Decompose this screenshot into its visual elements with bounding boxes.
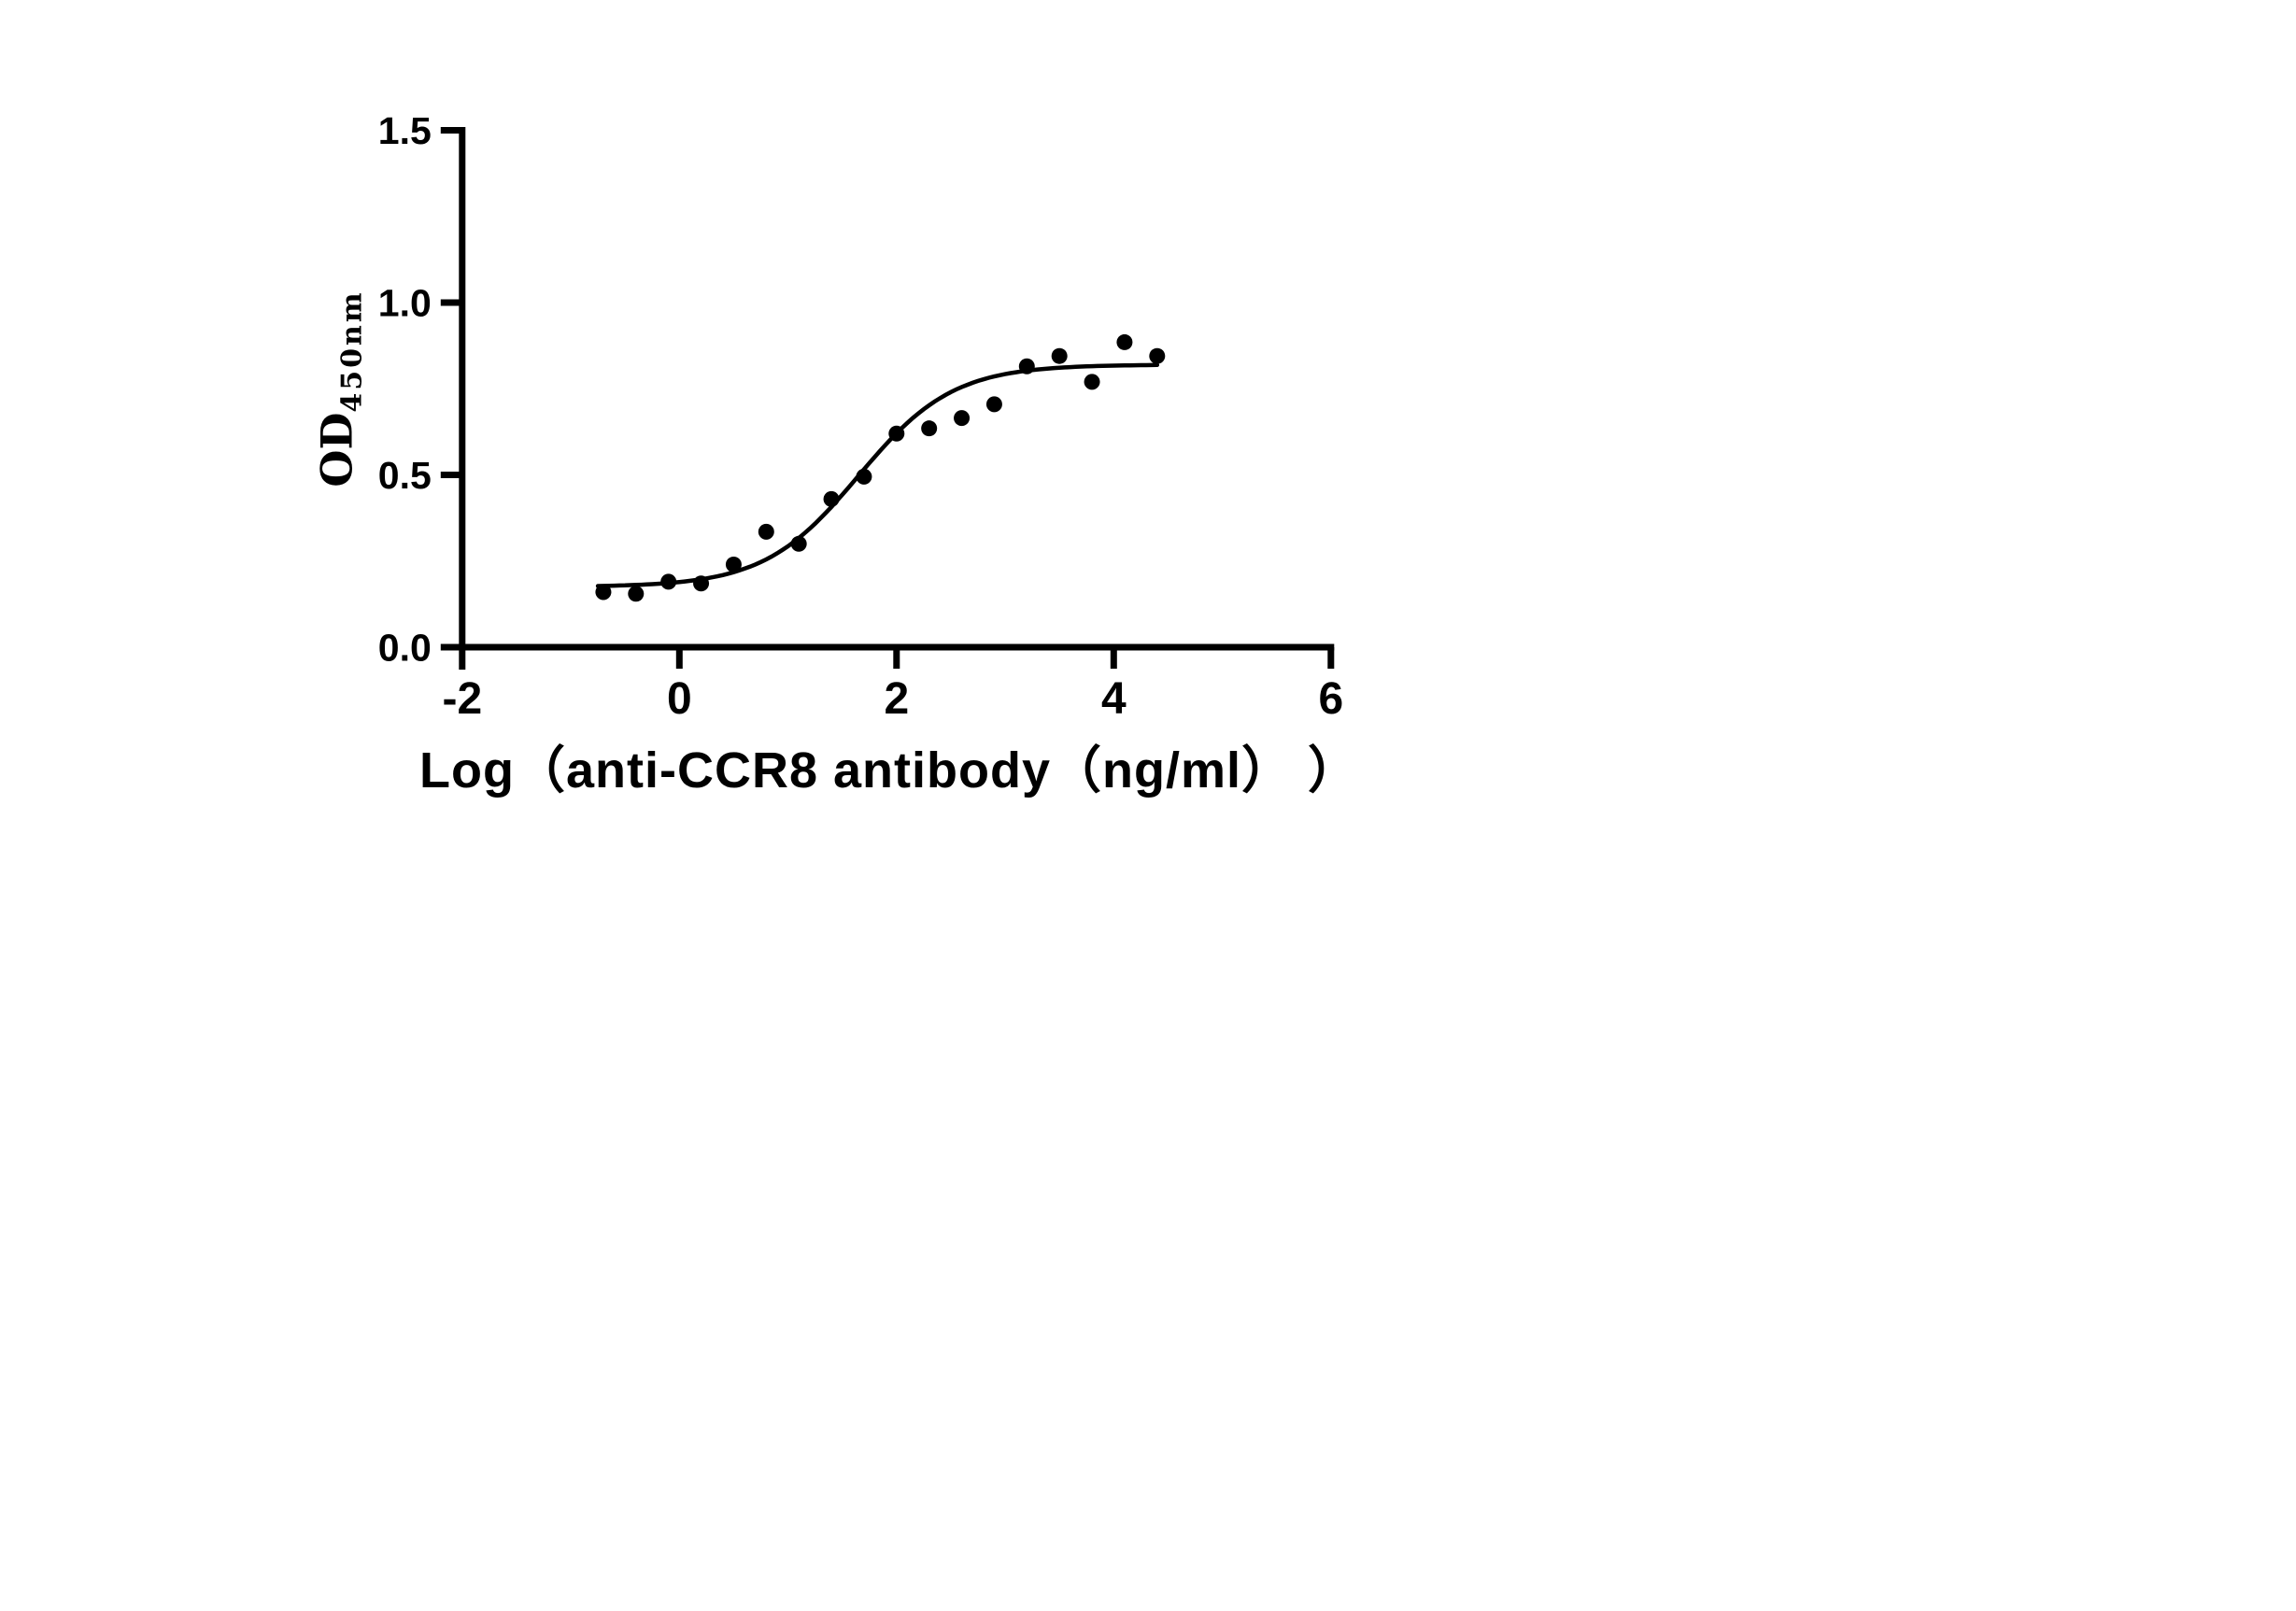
x-tick-label: -2 bbox=[442, 674, 482, 724]
data-point bbox=[1018, 358, 1035, 374]
x-axis-title: Log（anti-CCR8 antibody（ng/ml） ） bbox=[419, 742, 1359, 798]
data-point bbox=[595, 584, 612, 601]
data-point bbox=[888, 425, 905, 442]
data-point bbox=[823, 490, 840, 507]
data-point bbox=[693, 575, 710, 592]
y-tick-label: 0.0 bbox=[378, 627, 432, 670]
y-tick-label: 1.5 bbox=[378, 109, 432, 152]
data-point bbox=[758, 523, 774, 540]
fit-curve bbox=[595, 362, 1160, 588]
data-point bbox=[725, 556, 742, 572]
data-point bbox=[1149, 347, 1166, 364]
data-point bbox=[985, 396, 1002, 413]
data-point bbox=[921, 420, 938, 437]
data-point bbox=[856, 468, 872, 485]
data-point bbox=[954, 410, 971, 427]
y-tick-label: 1.0 bbox=[378, 282, 432, 325]
data-point bbox=[628, 586, 645, 602]
x-tick-label: 2 bbox=[884, 674, 909, 724]
data-point bbox=[660, 573, 677, 590]
data-point bbox=[1051, 347, 1068, 364]
data-point bbox=[1084, 374, 1100, 390]
x-tick-label: 6 bbox=[1318, 674, 1343, 724]
data-point bbox=[1116, 333, 1133, 350]
y-axis-title-main: OD bbox=[311, 412, 362, 488]
x-tick-label: 0 bbox=[667, 674, 692, 724]
y-axis-title-sub: 450nm bbox=[335, 290, 369, 413]
data-point bbox=[790, 535, 807, 552]
y-tick-label: 0.5 bbox=[378, 454, 432, 497]
x-tick-label: 4 bbox=[1101, 674, 1127, 724]
y-axis-title: OD450nm bbox=[312, 290, 369, 487]
